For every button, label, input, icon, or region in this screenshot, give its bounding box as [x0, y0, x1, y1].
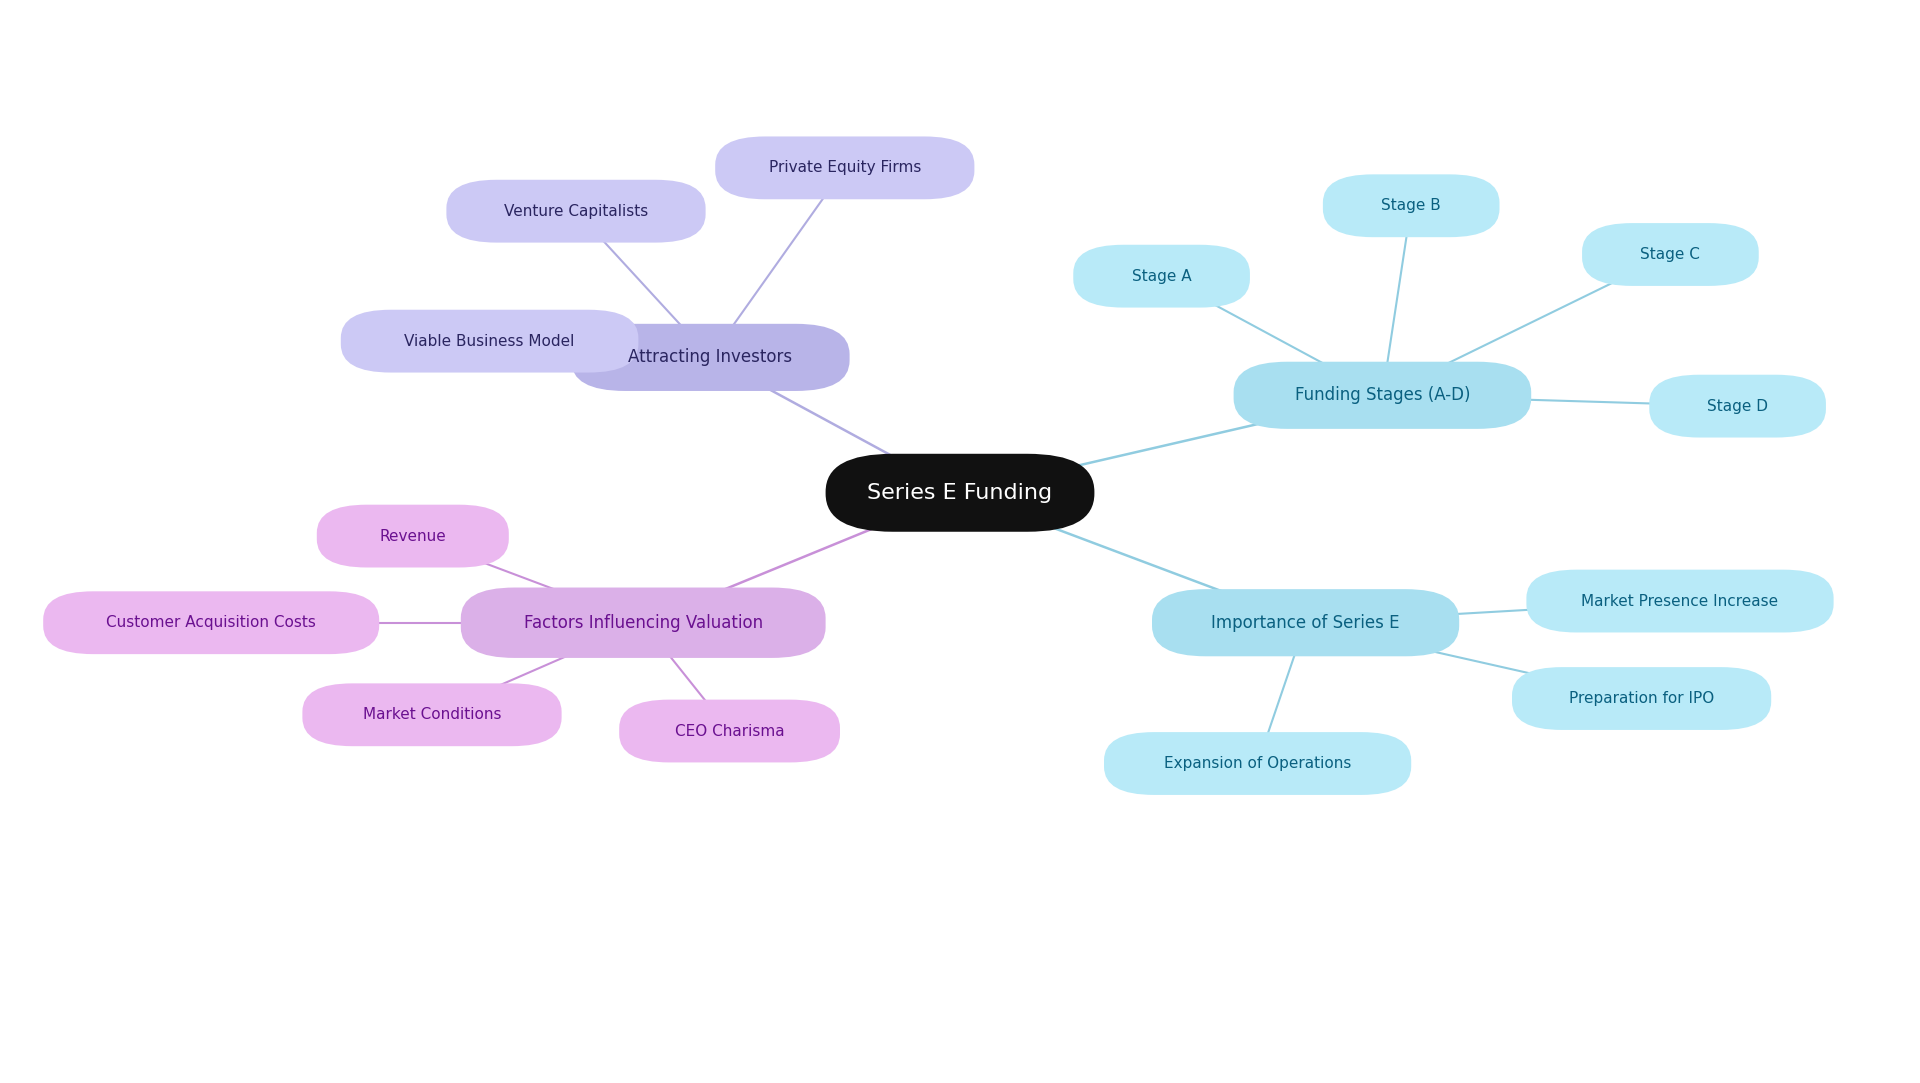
- FancyBboxPatch shape: [1233, 362, 1532, 429]
- FancyBboxPatch shape: [572, 324, 849, 391]
- Text: Viable Business Model: Viable Business Model: [405, 334, 574, 349]
- Text: Series E Funding: Series E Funding: [868, 483, 1052, 503]
- FancyBboxPatch shape: [1513, 667, 1770, 730]
- Text: Funding Stages (A-D): Funding Stages (A-D): [1294, 387, 1471, 404]
- FancyBboxPatch shape: [44, 591, 380, 654]
- FancyBboxPatch shape: [714, 136, 975, 199]
- Text: Stage C: Stage C: [1640, 247, 1701, 262]
- Text: Factors Influencing Valuation: Factors Influencing Valuation: [524, 614, 762, 631]
- Text: CEO Charisma: CEO Charisma: [674, 723, 785, 739]
- Text: Preparation for IPO: Preparation for IPO: [1569, 691, 1715, 706]
- Text: Stage A: Stage A: [1131, 269, 1192, 284]
- FancyBboxPatch shape: [1526, 570, 1834, 632]
- Text: Importance of Series E: Importance of Series E: [1212, 614, 1400, 631]
- Text: Private Equity Firms: Private Equity Firms: [768, 160, 922, 175]
- FancyBboxPatch shape: [317, 505, 509, 567]
- FancyBboxPatch shape: [1073, 245, 1250, 308]
- Text: Venture Capitalists: Venture Capitalists: [503, 204, 649, 219]
- Text: Stage B: Stage B: [1380, 198, 1442, 213]
- Text: Revenue: Revenue: [380, 529, 445, 544]
- FancyBboxPatch shape: [445, 180, 707, 243]
- FancyBboxPatch shape: [301, 683, 561, 746]
- FancyBboxPatch shape: [1649, 375, 1826, 438]
- FancyBboxPatch shape: [826, 454, 1094, 532]
- Text: Market Conditions: Market Conditions: [363, 707, 501, 722]
- Text: Stage D: Stage D: [1707, 399, 1768, 414]
- FancyBboxPatch shape: [1323, 174, 1500, 237]
- FancyBboxPatch shape: [1104, 732, 1411, 795]
- Text: Customer Acquisition Costs: Customer Acquisition Costs: [106, 615, 317, 630]
- Text: Attracting Investors: Attracting Investors: [628, 349, 793, 366]
- FancyBboxPatch shape: [1152, 589, 1459, 656]
- FancyBboxPatch shape: [340, 310, 637, 373]
- FancyBboxPatch shape: [618, 700, 841, 762]
- FancyBboxPatch shape: [1582, 223, 1759, 286]
- Text: Market Presence Increase: Market Presence Increase: [1582, 593, 1778, 609]
- Text: Expansion of Operations: Expansion of Operations: [1164, 756, 1352, 771]
- FancyBboxPatch shape: [461, 587, 826, 657]
